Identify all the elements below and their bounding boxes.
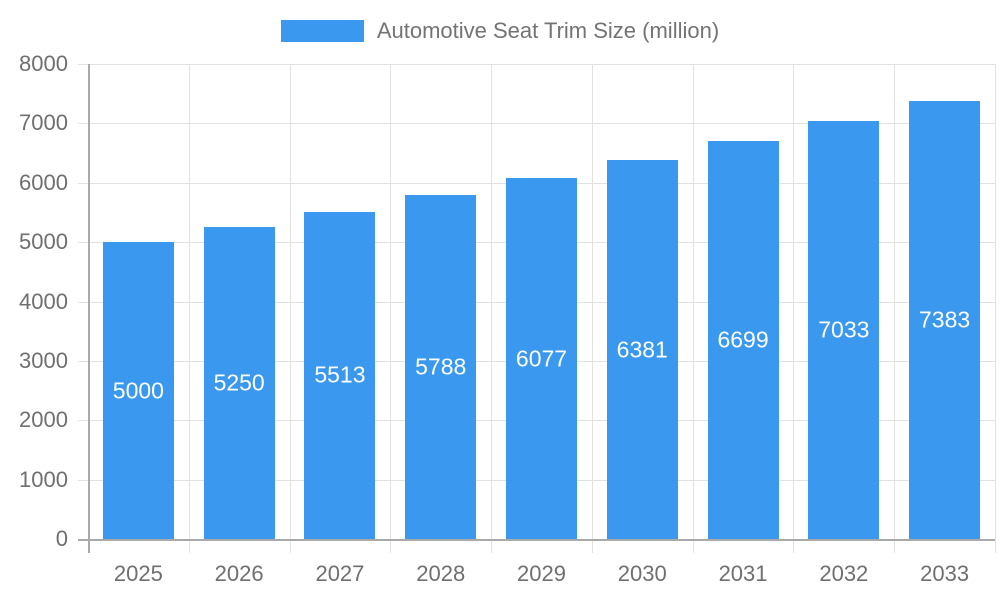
bar-value-label: 7383 <box>919 306 971 333</box>
x-tick-label: 2030 <box>617 561 667 586</box>
y-tick-label: 4000 <box>19 288 68 314</box>
v-gridline <box>390 64 391 553</box>
bar-value-label: 5250 <box>213 369 265 396</box>
x-tick-label: 2033 <box>920 561 970 586</box>
h-gridline <box>78 64 995 65</box>
x-tick-label: 2026 <box>214 561 264 586</box>
plot-area: 5000 5250 5513 5788 6077 6381 6699 7033 7383 <box>78 64 996 553</box>
y-tick-label: 7000 <box>19 110 68 136</box>
h-gridline <box>78 123 995 125</box>
v-gridline <box>995 64 996 553</box>
bar-value-label: 5513 <box>314 361 366 388</box>
x-tick-label: 2029 <box>517 561 566 586</box>
bar-2025[interactable]: 5000 <box>102 242 174 539</box>
y-tick-label: 1000 <box>19 466 68 492</box>
bar-value-label: 6699 <box>717 326 769 353</box>
v-gridline <box>894 64 895 553</box>
y-tick-label: 5000 <box>19 229 68 255</box>
v-gridline <box>491 64 492 553</box>
bar-2026[interactable]: 5250 <box>203 227 275 539</box>
y-tick-label: 3000 <box>19 347 68 373</box>
v-gridline <box>693 64 694 553</box>
x-tick-label: 2028 <box>416 561 466 586</box>
bar-value-label: 6381 <box>616 336 668 363</box>
bar-2029[interactable]: 6077 <box>506 178 577 539</box>
bar-value-label: 6077 <box>515 345 568 372</box>
legend-label[interactable]: Automotive Seat Trim Size (million) <box>376 18 720 43</box>
bar-2031[interactable]: 6699 <box>707 141 779 539</box>
bar-2028[interactable]: 5788 <box>405 195 477 539</box>
legend-swatch[interactable] <box>280 20 364 42</box>
bar-2030[interactable]: 6381 <box>606 160 678 539</box>
v-gridline <box>592 64 593 553</box>
x-tick-label: 2025 <box>113 561 163 586</box>
legend[interactable]: Automotive Seat Trim Size (million) <box>0 18 1000 44</box>
v-gridline <box>189 64 190 553</box>
v-gridline <box>793 64 794 553</box>
x-tick-label: 2032 <box>819 561 869 586</box>
y-tick-label: 8000 <box>19 51 68 76</box>
x-tick-label: 2027 <box>315 561 365 586</box>
v-gridline <box>290 64 291 553</box>
y-tick-label: 2000 <box>19 407 68 433</box>
x-axis-line <box>78 539 995 541</box>
bar-2027[interactable]: 5513 <box>304 211 376 539</box>
bar-value-label: 7033 <box>818 316 870 343</box>
bar-2032[interactable]: 7033 <box>808 121 880 539</box>
bar-2033[interactable]: 7383 <box>909 100 981 539</box>
bar-value-label: 5788 <box>415 353 467 380</box>
y-tick-label: 6000 <box>19 169 68 195</box>
bar-value-label: 5000 <box>112 377 164 404</box>
x-tick-label: 2031 <box>718 561 768 586</box>
y-tick-label: 0 <box>55 526 68 551</box>
y-axis-line <box>88 64 90 553</box>
